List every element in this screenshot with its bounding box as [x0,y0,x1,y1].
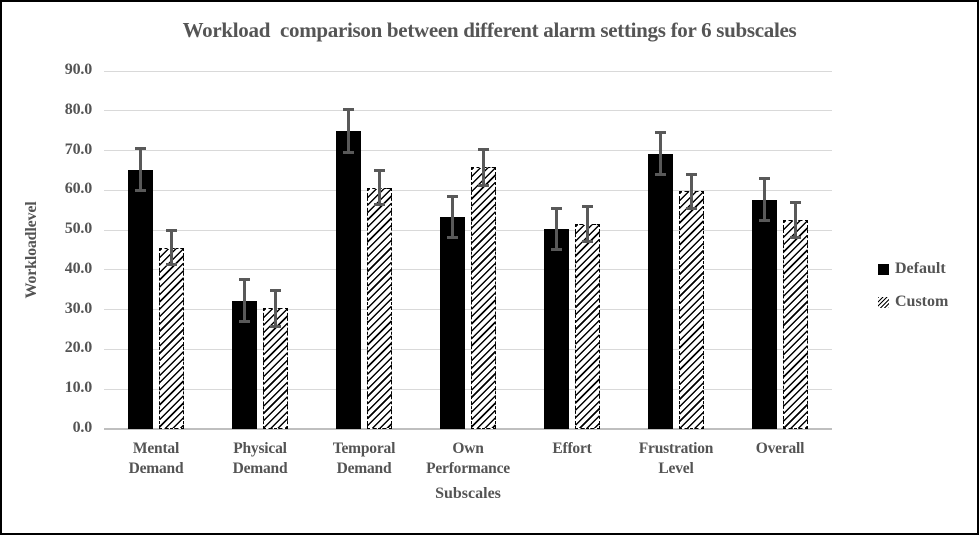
y-tick-label: 40.0 [64,259,92,277]
y-tick-label: 60.0 [64,180,92,198]
bar-default-frustration-level [648,153,673,429]
gridline [104,229,832,231]
bar-default-effort [544,228,569,429]
error-bar-default-frustration-level-stem [659,132,662,176]
x-category-label: Temporal Demand [332,440,396,478]
y-tick-label: 0.0 [72,419,93,436]
error-bar-custom-overall-cap-top [790,201,801,205]
y-axis-title: Workloadlevel [23,201,40,299]
error-bar-custom-mental-demand-stem [170,230,173,266]
x-axis-baseline [104,428,832,430]
legend-item-default: Default [878,260,948,278]
y-tick-label: 50.0 [64,220,92,238]
y-tick-label: 20.0 [64,339,92,357]
error-bar-custom-overall-cap-bottom [790,236,801,240]
error-bar-custom-mental-demand-cap-top [166,229,177,233]
error-bar-default-overall-cap-bottom [759,219,770,223]
error-bar-custom-frustration-level-cap-bottom [686,206,697,210]
error-bar-custom-physical-demand-cap-bottom [270,324,281,328]
error-bar-default-effort-cap-bottom [551,247,562,251]
error-bar-custom-own-performance-cap-top [478,147,489,151]
bar-default-temporal-demand [336,131,361,429]
bar-custom-mental-demand [159,247,184,429]
error-bar-custom-own-performance-cap-bottom [478,183,489,187]
x-category-label: Overall [755,440,805,457]
gridline [104,388,832,390]
bar-default-overall [752,199,777,429]
bar-custom-temporal-demand [367,187,392,429]
error-bar-custom-temporal-demand-cap-bottom [374,203,385,207]
error-bar-default-own-performance-cap-bottom [447,236,458,240]
plot-area [104,70,832,430]
gridline [104,309,832,311]
error-bar-default-frustration-level-cap-bottom [655,173,666,177]
error-bar-default-temporal-demand-cap-top [343,108,354,112]
error-bar-custom-effort-stem [586,205,589,242]
error-bar-custom-temporal-demand-stem [378,170,381,206]
error-bar-default-physical-demand-cap-top [239,277,250,281]
error-bar-default-physical-demand-cap-bottom [239,320,250,324]
error-bar-default-own-performance-cap-top [447,195,458,199]
error-bar-custom-physical-demand-stem [274,290,277,327]
error-bar-default-temporal-demand-stem [347,109,350,153]
gridline [104,269,832,271]
y-tick-label: 30.0 [64,299,92,317]
error-bar-default-own-performance-stem [451,196,454,239]
error-bar-default-mental-demand-stem [139,148,142,192]
error-bar-default-effort-cap-top [551,207,562,211]
error-bar-default-mental-demand-cap-top [135,147,146,151]
error-bar-default-overall-cap-top [759,177,770,181]
y-tick-label: 70.0 [64,140,92,158]
error-bar-custom-frustration-level-cap-top [686,172,697,176]
legend-label-default: Default [895,260,946,277]
error-bar-custom-overall-stem [794,202,797,239]
bar-custom-physical-demand [263,308,288,429]
legend: Default Custom [878,260,948,311]
gridline [104,150,832,152]
bar-default-mental-demand [128,169,153,429]
x-category-label: Own Performance [426,440,510,478]
gridline [104,110,832,112]
error-bar-default-effort-stem [555,208,558,250]
error-bar-default-physical-demand-stem [243,278,246,323]
error-bar-custom-frustration-level-stem [690,173,693,209]
error-bar-custom-mental-demand-cap-bottom [166,263,177,267]
error-bar-default-temporal-demand-cap-bottom [343,150,354,154]
legend-marker-custom-icon [878,296,889,308]
bar-custom-overall [783,220,808,429]
legend-marker-default-icon [878,263,889,275]
gridline [104,348,832,350]
x-category-label: Mental Demand [128,440,184,478]
legend-item-custom: Custom [878,293,948,311]
x-category-label: Frustration Level [638,440,714,478]
gridline [104,189,832,191]
chart-title: Workload comparison between different al… [182,18,797,42]
error-bar-custom-own-performance-stem [482,148,485,186]
error-bar-custom-temporal-demand-cap-top [374,169,385,173]
error-bar-default-frustration-level-cap-top [655,131,666,135]
error-bar-default-mental-demand-cap-bottom [135,189,146,193]
error-bar-custom-effort-cap-bottom [582,239,593,243]
bar-custom-effort [575,223,600,429]
x-category-label: Effort [552,440,592,457]
error-bar-default-overall-stem [763,178,766,222]
y-tick-label: 10.0 [64,379,92,397]
error-bar-custom-effort-cap-top [582,204,593,208]
legend-label-custom: Custom [895,293,949,310]
bar-default-own-performance [440,217,465,429]
y-tick-label: 90.0 [64,61,92,78]
gridline [104,70,832,72]
error-bar-custom-physical-demand-cap-top [270,289,281,293]
x-axis-title: Subscales [435,485,501,502]
y-tick-label: 80.0 [64,100,92,118]
bar-custom-own-performance [471,167,496,429]
x-category-label: Physical Demand [232,440,288,478]
bar-custom-frustration-level [679,191,704,429]
